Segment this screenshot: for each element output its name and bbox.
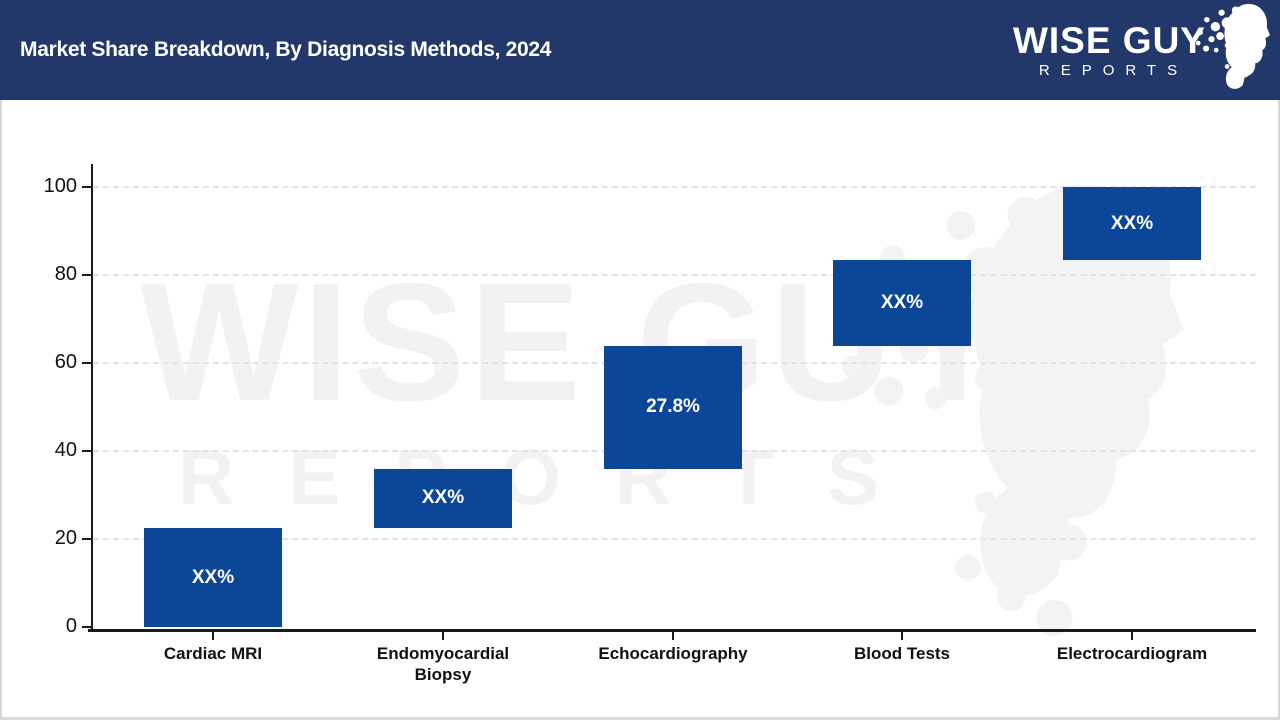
y-tick-80	[82, 274, 91, 277]
watermark-face-icon	[842, 184, 1184, 636]
x-tick	[1131, 631, 1133, 640]
gridline-80	[93, 274, 1256, 277]
brand-name: WISE GUY	[1012, 19, 1206, 61]
y-tick-label-60: 60	[54, 351, 77, 374]
x-tick	[212, 631, 214, 640]
x-tick	[442, 631, 444, 640]
x-axis-label: Blood Tests	[853, 644, 951, 663]
bar-value-label: XX%	[1110, 212, 1154, 234]
y-tick-label-20: 20	[54, 527, 77, 550]
gridline-100	[93, 186, 1256, 189]
y-tick-label-100: 100	[43, 175, 77, 198]
y-tick-0	[82, 626, 91, 629]
x-tick	[901, 631, 903, 640]
bar-value-label: XX%	[421, 487, 465, 509]
bar-segment: XX%	[374, 468, 512, 529]
bar-value-label: 27.8%	[646, 396, 700, 418]
waterfall-chart: 0 20 40 60 80 100 XX% XX% 27.8% XX% XX% Cardiac MRI…	[2, 100, 1280, 720]
bar-segment: XX%	[1063, 187, 1201, 261]
bar-value-label: XX%	[191, 566, 235, 588]
x-axis-label: Endomyocardial Biopsy	[376, 644, 510, 685]
brand-subtitle: REPORTS	[1038, 61, 1189, 79]
y-tick-20	[82, 538, 91, 541]
y-tick-label-0: 0	[65, 615, 77, 638]
x-axis-label: Electrocardiogram	[1056, 644, 1208, 663]
brand-logo-text: WISE GUY REPORTS	[1013, 22, 1206, 79]
x-axis-line	[88, 629, 1256, 632]
x-axis-label: Echocardiography	[598, 644, 748, 663]
brand-logo: WISE GUY REPORTS	[1013, 3, 1280, 93]
y-tick-label-80: 80	[54, 263, 77, 286]
bar-value-label: XX%	[880, 292, 924, 314]
y-tick-60	[82, 362, 91, 365]
bar-segment: 27.8%	[604, 346, 742, 469]
x-tick	[672, 631, 674, 640]
y-tick-40	[82, 450, 91, 453]
bar-segment: XX%	[833, 260, 971, 347]
gridline-20	[93, 538, 1256, 541]
page-title: Market Share Breakdown, By Diagnosis Met…	[20, 38, 552, 61]
y-tick-100	[82, 186, 91, 189]
y-axis-line	[91, 164, 93, 631]
bar-segment: XX%	[144, 528, 282, 628]
x-axis-label: Cardiac MRI	[163, 644, 263, 663]
header-bar: Market Share Breakdown, By Diagnosis Met…	[0, 0, 1280, 100]
y-tick-label-40: 40	[54, 439, 77, 462]
brand-face-icon	[1195, 3, 1270, 89]
